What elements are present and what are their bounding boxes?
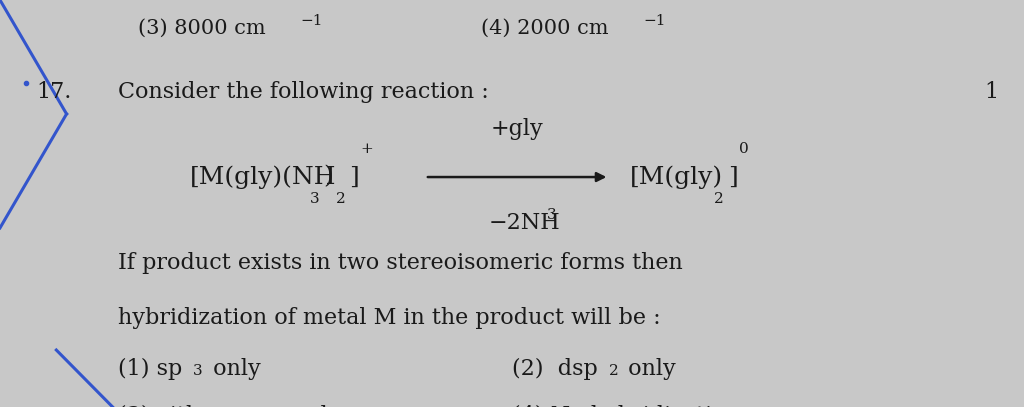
Text: 17.: 17.: [36, 81, 72, 103]
Text: +: +: [360, 142, 373, 155]
Text: −2NH: −2NH: [488, 212, 560, 234]
Text: −1: −1: [643, 14, 666, 28]
Text: [M(gly)(NH: [M(gly)(NH: [189, 165, 336, 189]
Text: (3) either sp: (3) either sp: [118, 405, 256, 407]
Text: +gly: +gly: [490, 118, 544, 140]
Text: ]: ]: [728, 166, 737, 188]
Text: only: only: [621, 358, 675, 380]
Text: 3: 3: [310, 193, 319, 206]
Text: Consider the following reaction :: Consider the following reaction :: [118, 81, 488, 103]
Text: 2: 2: [336, 193, 346, 206]
Text: or dsp: or dsp: [275, 405, 354, 407]
Text: only: only: [206, 358, 260, 380]
Text: hybridization of metal M in the product will be :: hybridization of metal M in the product …: [118, 307, 660, 329]
Text: 3: 3: [193, 364, 202, 378]
Text: −1: −1: [300, 14, 323, 28]
Text: (4) 2000 cm: (4) 2000 cm: [481, 18, 609, 37]
Text: 2: 2: [715, 193, 724, 206]
Text: (3) 8000 cm: (3) 8000 cm: [138, 18, 266, 37]
Text: 3: 3: [547, 208, 556, 221]
Text: [M(gly): [M(gly): [630, 165, 723, 189]
Text: ): ): [324, 166, 334, 188]
Text: ]: ]: [349, 166, 359, 188]
Text: 1: 1: [984, 81, 998, 103]
Text: (4) No hybridization: (4) No hybridization: [512, 405, 740, 407]
Text: (1) sp: (1) sp: [118, 358, 182, 380]
Text: 0: 0: [739, 142, 749, 155]
Text: If product exists in two stereoisomeric forms then: If product exists in two stereoisomeric …: [118, 252, 683, 274]
Text: (2)  dsp: (2) dsp: [512, 358, 598, 380]
Text: 2: 2: [609, 364, 620, 378]
